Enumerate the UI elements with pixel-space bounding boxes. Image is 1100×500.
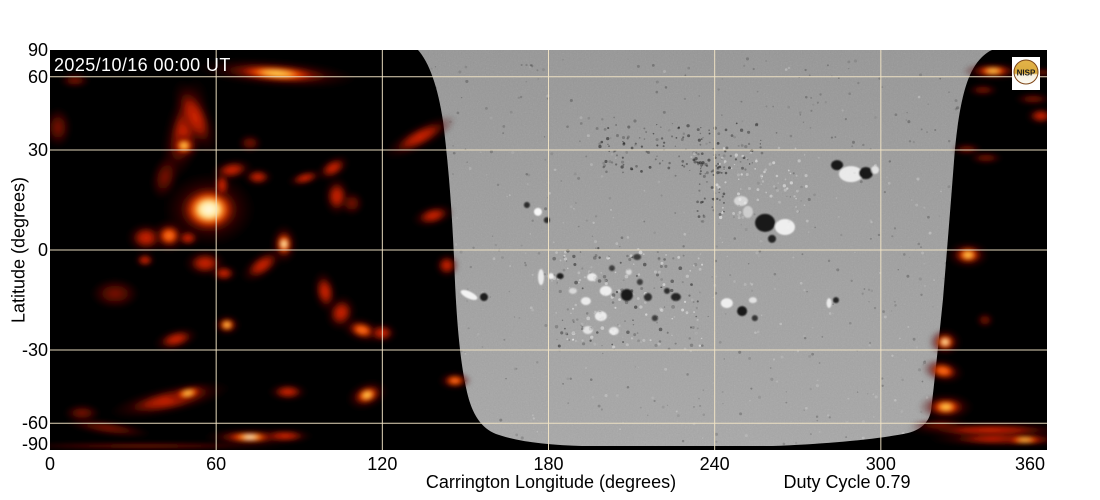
active-regions-layer xyxy=(460,160,880,336)
nisp-logo-text: NISP xyxy=(1017,69,1036,78)
y-tick-label: 30 xyxy=(27,140,48,160)
datetime-label: 2025/10/16 00:00 UT xyxy=(54,55,231,75)
duty-cycle-label: Duty Cycle 0.79 xyxy=(783,472,911,492)
x-tick-label: 300 xyxy=(865,454,896,474)
magnetogram-grain xyxy=(418,50,992,446)
x-tick-label: 60 xyxy=(206,454,227,474)
grid-lines xyxy=(50,50,1047,450)
y-axis-title: Latitude (degrees) xyxy=(8,176,29,324)
farside-blobs-layer xyxy=(50,58,1047,450)
y-tick-label: 90 xyxy=(27,40,48,60)
nisp-logo: NISP xyxy=(1012,57,1040,90)
y-tick-label: 0 xyxy=(37,240,48,260)
y-tick-label: -90 xyxy=(21,434,48,454)
x-axis-title: Carrington Longitude (degrees) xyxy=(425,472,677,492)
x-tick-label: 360 xyxy=(1014,454,1046,474)
y-tick-label: 60 xyxy=(27,66,48,87)
x-tick-label: 0 xyxy=(44,454,55,474)
x-tick-label: 240 xyxy=(699,454,730,474)
plot-area xyxy=(50,50,1047,450)
y-tick-label: -60 xyxy=(21,413,48,434)
nisp-logo-icon: NISP xyxy=(1013,59,1039,85)
magnetogram-speckle-layer xyxy=(421,57,989,446)
x-tick-label: 120 xyxy=(367,454,398,474)
y-tick-label: -30 xyxy=(21,340,48,360)
x-tick-label: 180 xyxy=(533,454,564,474)
